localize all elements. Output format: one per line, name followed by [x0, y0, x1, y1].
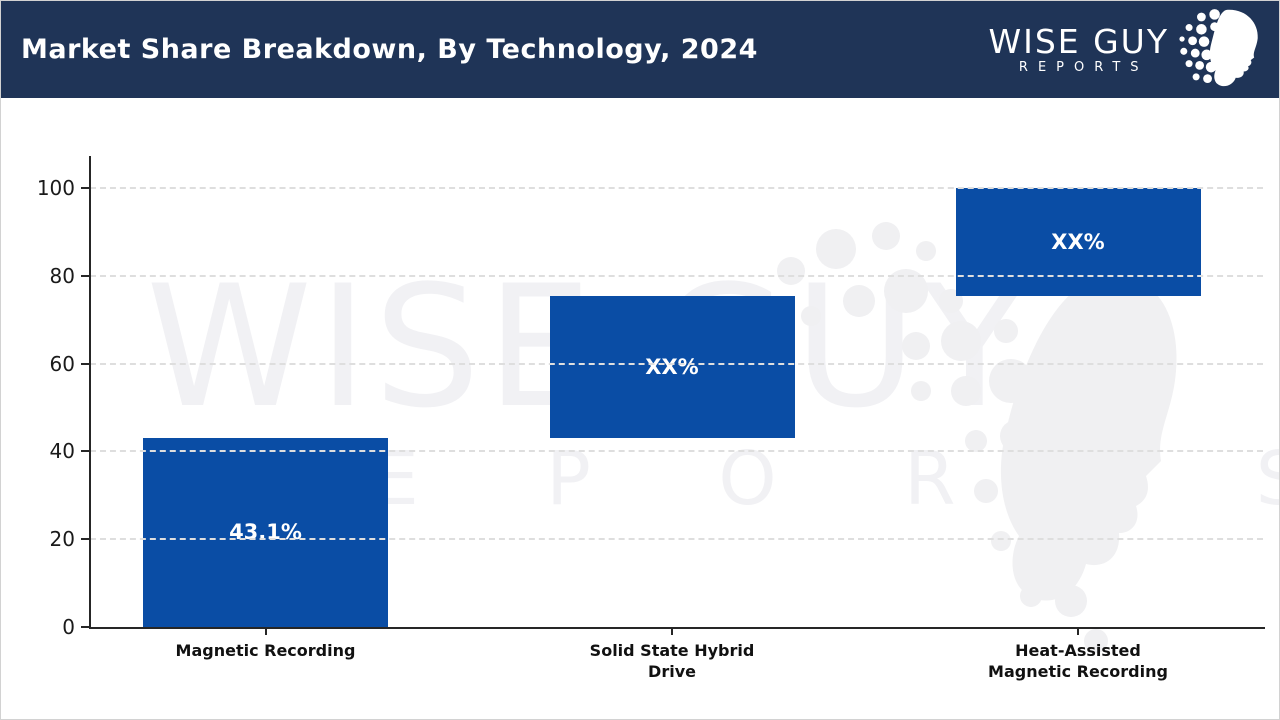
- bar-segment: XX%: [549, 295, 795, 438]
- y-tick-mark: [81, 362, 90, 365]
- x-axis-category-label: Heat-Assisted Magnetic Recording: [988, 641, 1168, 681]
- y-tick-label: 20: [49, 527, 75, 552]
- y-tick-mark: [81, 626, 90, 628]
- bar-segment: 43.1%: [143, 437, 388, 627]
- y-tick-mark: [81, 187, 90, 189]
- bar-value-label: 43.1%: [229, 520, 302, 545]
- gridline: [90, 274, 1263, 277]
- x-axis-category-label: Solid State Hybrid Drive: [589, 641, 755, 681]
- gridline: [90, 538, 1263, 541]
- x-axis-line: [89, 627, 1265, 629]
- y-tick-mark: [81, 274, 90, 277]
- y-tick-label: 80: [49, 263, 75, 288]
- x-tick-mark: [264, 629, 267, 635]
- y-axis-line: [89, 156, 91, 629]
- gridline: [90, 187, 1263, 189]
- y-tick-label: 0: [62, 615, 75, 639]
- bar-value-label: XX%: [645, 354, 699, 379]
- logo-reports-label: REPORTS: [1018, 59, 1149, 75]
- gridline: [90, 362, 1263, 365]
- bar-segment: XX%: [955, 188, 1201, 296]
- y-tick-mark: [81, 538, 90, 541]
- page-title: Market Share Breakdown, By Technology, 2…: [21, 34, 758, 65]
- x-tick-mark: [671, 629, 673, 635]
- logo-wiseguy-label: WISE GUY: [988, 21, 1169, 61]
- logo-text: WISE GUY REPORTS: [988, 21, 1169, 76]
- header-bar: Market Share Breakdown, By Technology, 2…: [1, 1, 1279, 98]
- logo-dotted-head-icon: [1179, 8, 1258, 86]
- x-tick-mark: [1077, 629, 1079, 635]
- y-tick-label: 100: [36, 176, 75, 200]
- y-tick-label: 60: [49, 351, 75, 376]
- gridline: [90, 450, 1263, 453]
- y-tick-mark: [81, 450, 90, 453]
- y-tick-label: 40: [49, 439, 75, 464]
- wise-guy-reports-logo: WISE GUY REPORTS: [988, 8, 1263, 92]
- x-axis-category-label: Magnetic Recording: [175, 641, 356, 660]
- bar-value-label: XX%: [1051, 229, 1105, 254]
